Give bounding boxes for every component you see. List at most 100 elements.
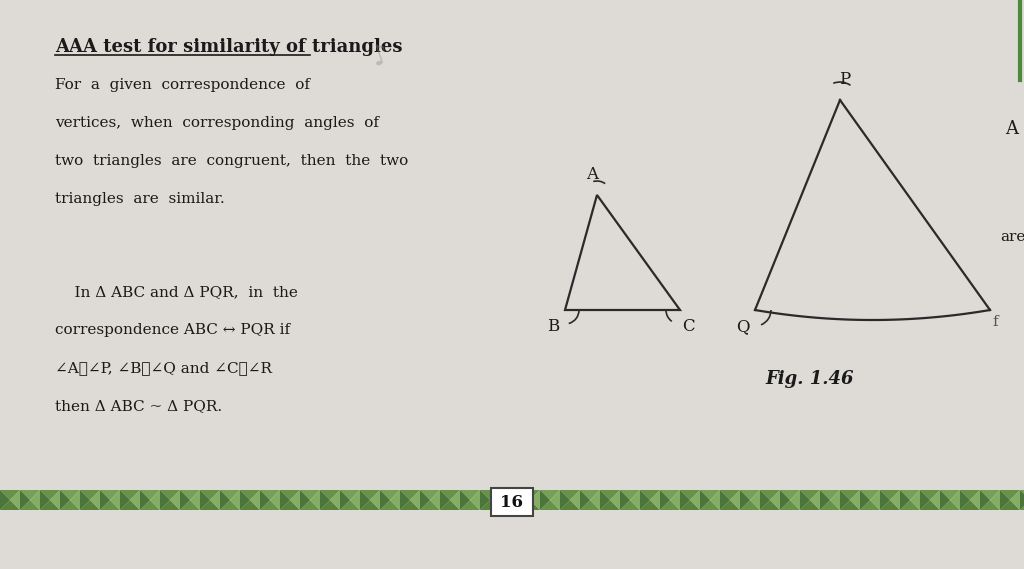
Polygon shape — [770, 490, 780, 510]
Polygon shape — [970, 490, 980, 510]
Polygon shape — [800, 490, 810, 510]
Text: ♪: ♪ — [367, 39, 393, 71]
Polygon shape — [430, 490, 440, 510]
Polygon shape — [420, 490, 440, 500]
Polygon shape — [870, 490, 880, 510]
Polygon shape — [600, 490, 610, 510]
Polygon shape — [220, 500, 240, 510]
Polygon shape — [800, 500, 820, 510]
Polygon shape — [340, 490, 350, 510]
Polygon shape — [470, 490, 480, 510]
Polygon shape — [0, 500, 20, 510]
Polygon shape — [400, 490, 410, 510]
Polygon shape — [340, 500, 360, 510]
Text: vertices,  when  corresponding  angles  of: vertices, when corresponding angles of — [55, 116, 379, 130]
Bar — [490, 488, 534, 516]
Polygon shape — [890, 490, 900, 510]
Polygon shape — [319, 490, 340, 500]
Text: correspondence ABC ↔ PQR if: correspondence ABC ↔ PQR if — [55, 323, 290, 337]
Text: For  a  given  correspondence  of: For a given correspondence of — [55, 78, 310, 92]
Polygon shape — [60, 490, 80, 500]
Polygon shape — [680, 490, 690, 510]
Polygon shape — [230, 490, 240, 510]
Polygon shape — [90, 490, 100, 510]
Polygon shape — [600, 500, 620, 510]
Polygon shape — [180, 500, 200, 510]
Polygon shape — [330, 490, 340, 510]
Text: ∠A≅∠P, ∠B≅∠Q and ∠C≅∠R: ∠A≅∠P, ∠B≅∠Q and ∠C≅∠R — [55, 361, 272, 375]
Polygon shape — [190, 490, 200, 510]
Polygon shape — [990, 490, 1000, 510]
Polygon shape — [670, 490, 680, 510]
Polygon shape — [780, 490, 800, 500]
Polygon shape — [220, 490, 230, 510]
Polygon shape — [319, 490, 330, 510]
Polygon shape — [450, 490, 460, 510]
Text: f: f — [992, 315, 997, 329]
Polygon shape — [160, 490, 180, 500]
Polygon shape — [540, 490, 550, 510]
Polygon shape — [500, 500, 520, 510]
Polygon shape — [640, 490, 650, 510]
Text: triangles  are  similar.: triangles are similar. — [55, 192, 224, 206]
Polygon shape — [140, 490, 150, 510]
Polygon shape — [580, 500, 600, 510]
Polygon shape — [740, 490, 750, 510]
Polygon shape — [520, 490, 530, 510]
Polygon shape — [480, 500, 500, 510]
Polygon shape — [910, 490, 920, 510]
Polygon shape — [640, 490, 660, 500]
Polygon shape — [460, 490, 470, 510]
Polygon shape — [510, 490, 520, 510]
Polygon shape — [730, 490, 740, 510]
Polygon shape — [0, 490, 20, 500]
Polygon shape — [290, 490, 300, 510]
Polygon shape — [900, 500, 920, 510]
Polygon shape — [690, 490, 700, 510]
Text: Q: Q — [736, 318, 750, 335]
Polygon shape — [440, 500, 460, 510]
Polygon shape — [360, 500, 380, 510]
Polygon shape — [180, 490, 190, 510]
Polygon shape — [800, 490, 820, 500]
Polygon shape — [140, 500, 160, 510]
Polygon shape — [1010, 490, 1020, 510]
Polygon shape — [10, 490, 20, 510]
Polygon shape — [120, 500, 140, 510]
Polygon shape — [860, 490, 880, 500]
Polygon shape — [30, 490, 40, 510]
Text: C: C — [682, 318, 694, 335]
Polygon shape — [980, 490, 990, 510]
Polygon shape — [380, 500, 400, 510]
Polygon shape — [150, 490, 160, 510]
Polygon shape — [570, 490, 580, 510]
Polygon shape — [360, 490, 380, 500]
Polygon shape — [560, 490, 570, 510]
Polygon shape — [370, 490, 380, 510]
Polygon shape — [80, 490, 90, 510]
Polygon shape — [480, 490, 490, 510]
Polygon shape — [850, 490, 860, 510]
Polygon shape — [840, 490, 860, 500]
Polygon shape — [40, 490, 50, 510]
Polygon shape — [740, 500, 760, 510]
Polygon shape — [700, 490, 710, 510]
Polygon shape — [680, 490, 700, 500]
Polygon shape — [60, 490, 70, 510]
Polygon shape — [120, 490, 130, 510]
Polygon shape — [220, 490, 240, 500]
Polygon shape — [620, 490, 630, 510]
Polygon shape — [660, 500, 680, 510]
Polygon shape — [210, 490, 220, 510]
Polygon shape — [110, 490, 120, 510]
Polygon shape — [920, 490, 940, 500]
Polygon shape — [340, 490, 360, 500]
Polygon shape — [600, 490, 620, 500]
Polygon shape — [660, 490, 670, 510]
Polygon shape — [580, 490, 590, 510]
Polygon shape — [820, 500, 840, 510]
Polygon shape — [350, 490, 360, 510]
Polygon shape — [830, 490, 840, 510]
Polygon shape — [240, 490, 260, 500]
Text: AAA test for similarity of triangles: AAA test for similarity of triangles — [55, 38, 402, 56]
